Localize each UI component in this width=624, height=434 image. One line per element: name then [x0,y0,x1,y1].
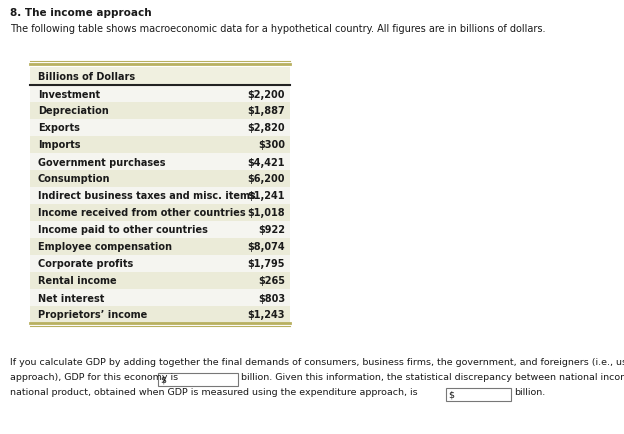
Text: Billions of Dollars: Billions of Dollars [38,72,135,82]
Text: approach), GDP for this economy is: approach), GDP for this economy is [10,372,181,381]
Text: Indirect business taxes and misc. items: Indirect business taxes and misc. items [38,191,256,201]
Text: Net interest: Net interest [38,293,104,303]
Text: The following table shows macroeconomic data for a hypothetical country. All fig: The following table shows macroeconomic … [10,24,545,34]
Text: $265: $265 [258,276,285,286]
Text: $1,243: $1,243 [248,310,285,320]
Text: $1,887: $1,887 [247,106,285,116]
Text: $2,200: $2,200 [248,89,285,99]
Text: $1,018: $1,018 [247,208,285,218]
Text: $1,241: $1,241 [248,191,285,201]
Text: Exports: Exports [38,123,80,133]
Text: Consumption: Consumption [38,174,110,184]
Text: Employee compensation: Employee compensation [38,242,172,252]
Text: Income received from other countries: Income received from other countries [38,208,246,218]
Text: If you calculate GDP by adding together the final demands of consumers, business: If you calculate GDP by adding together … [10,357,624,366]
Text: $4,421: $4,421 [248,157,285,167]
Text: $8,074: $8,074 [247,242,285,252]
Text: Rental income: Rental income [38,276,117,286]
Text: $922: $922 [258,225,285,235]
Text: national product, obtained when GDP is measured using the expenditure approach, : national product, obtained when GDP is m… [10,387,421,396]
Text: billion.: billion. [514,387,545,396]
Text: Income paid to other countries: Income paid to other countries [38,225,208,235]
Text: billion. Given this information, the statistical discrepancy between national in: billion. Given this information, the sta… [241,372,624,381]
Text: $300: $300 [258,140,285,150]
Text: 8. The income approach: 8. The income approach [10,8,152,18]
Text: $1,795: $1,795 [248,259,285,269]
Text: Government purchases: Government purchases [38,157,165,167]
Text: $6,200: $6,200 [248,174,285,184]
Text: $2,820: $2,820 [247,123,285,133]
Text: $803: $803 [258,293,285,303]
Text: Depreciation: Depreciation [38,106,109,116]
Text: Investment: Investment [38,89,100,99]
Text: Corporate profits: Corporate profits [38,259,134,269]
Text: $: $ [449,390,458,399]
Text: Imports: Imports [38,140,80,150]
Text: $: $ [161,375,170,384]
Text: Proprietors’ income: Proprietors’ income [38,310,147,320]
